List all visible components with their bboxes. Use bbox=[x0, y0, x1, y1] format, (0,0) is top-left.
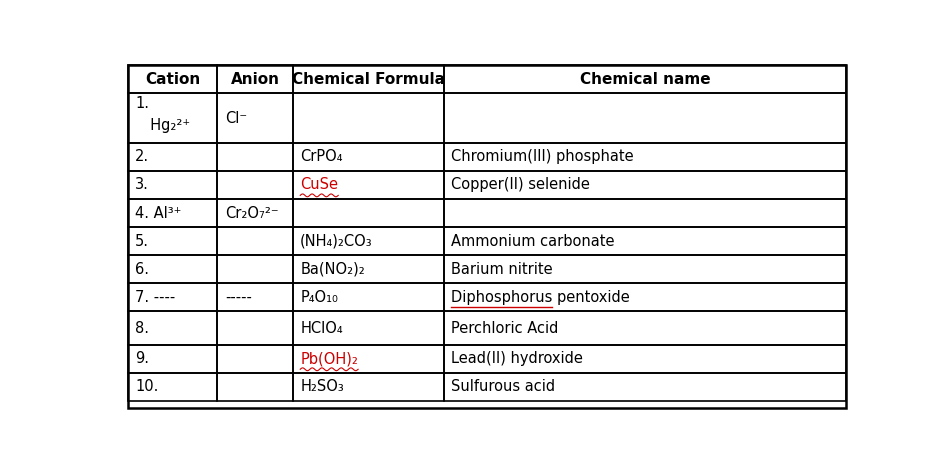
Text: (NH₄)₂CO₃: (NH₄)₂CO₃ bbox=[300, 234, 372, 249]
Text: 4. Al³⁺: 4. Al³⁺ bbox=[135, 205, 181, 220]
Text: Lead(II) hydroxide: Lead(II) hydroxide bbox=[451, 351, 583, 366]
Text: 8.: 8. bbox=[135, 321, 149, 336]
Bar bbox=[127, 143, 218, 171]
Text: Ammonium carbonate: Ammonium carbonate bbox=[451, 234, 615, 249]
Bar bbox=[444, 171, 846, 199]
Text: Chemical Formula: Chemical Formula bbox=[292, 72, 445, 87]
Bar bbox=[444, 93, 846, 143]
Bar bbox=[218, 255, 293, 283]
Bar bbox=[293, 171, 444, 199]
Text: Barium nitrite: Barium nitrite bbox=[451, 262, 553, 277]
Text: Sulfurous acid: Sulfurous acid bbox=[451, 380, 555, 395]
Text: 3.: 3. bbox=[135, 177, 149, 192]
Bar bbox=[444, 199, 846, 227]
Bar bbox=[293, 143, 444, 171]
Bar bbox=[127, 93, 218, 143]
Bar bbox=[293, 65, 444, 93]
Text: 1.: 1. bbox=[135, 95, 149, 110]
Bar bbox=[218, 373, 293, 401]
Bar bbox=[218, 199, 293, 227]
Bar bbox=[127, 227, 218, 255]
Bar bbox=[444, 311, 846, 345]
Text: Anion: Anion bbox=[231, 72, 279, 87]
Bar bbox=[127, 171, 218, 199]
Text: Cation: Cation bbox=[144, 72, 200, 87]
Bar bbox=[127, 199, 218, 227]
Text: Hg₂²⁺: Hg₂²⁺ bbox=[141, 118, 190, 133]
Text: 9.: 9. bbox=[135, 351, 149, 366]
Bar bbox=[218, 93, 293, 143]
Bar bbox=[293, 373, 444, 401]
Bar bbox=[293, 345, 444, 373]
Text: CrPO₄: CrPO₄ bbox=[300, 149, 343, 164]
Text: Chromium(III) phosphate: Chromium(III) phosphate bbox=[451, 149, 634, 164]
Bar bbox=[293, 283, 444, 311]
Bar bbox=[218, 171, 293, 199]
Bar bbox=[444, 255, 846, 283]
Bar bbox=[444, 143, 846, 171]
Bar bbox=[444, 345, 846, 373]
Text: Copper(II) selenide: Copper(II) selenide bbox=[451, 177, 590, 192]
Bar bbox=[127, 373, 218, 401]
Bar bbox=[218, 283, 293, 311]
Bar bbox=[444, 373, 846, 401]
Bar bbox=[293, 255, 444, 283]
Bar bbox=[293, 93, 444, 143]
Text: P₄O₁₀: P₄O₁₀ bbox=[300, 290, 338, 305]
Text: Cl⁻: Cl⁻ bbox=[225, 110, 247, 125]
Bar bbox=[293, 199, 444, 227]
Bar bbox=[218, 345, 293, 373]
Text: HClO₄: HClO₄ bbox=[300, 321, 343, 336]
Text: -----: ----- bbox=[225, 290, 252, 305]
Text: 7. ----: 7. ---- bbox=[135, 290, 175, 305]
Text: 2.: 2. bbox=[135, 149, 149, 164]
Text: Ba(NO₂)₂: Ba(NO₂)₂ bbox=[300, 262, 365, 277]
Text: H₂SO₃: H₂SO₃ bbox=[300, 380, 344, 395]
Bar bbox=[293, 311, 444, 345]
Text: Diphosphorus pentoxide: Diphosphorus pentoxide bbox=[451, 290, 630, 305]
Bar bbox=[293, 227, 444, 255]
Bar bbox=[218, 311, 293, 345]
Text: 6.: 6. bbox=[135, 262, 149, 277]
Bar bbox=[218, 65, 293, 93]
Text: 5.: 5. bbox=[135, 234, 149, 249]
Text: Cr₂O₇²⁻: Cr₂O₇²⁻ bbox=[225, 205, 278, 220]
Bar bbox=[127, 345, 218, 373]
Bar bbox=[127, 65, 218, 93]
Bar bbox=[444, 283, 846, 311]
Bar bbox=[127, 283, 218, 311]
Bar bbox=[127, 255, 218, 283]
Text: CuSe: CuSe bbox=[300, 177, 338, 192]
Bar bbox=[444, 65, 846, 93]
Text: 10.: 10. bbox=[135, 380, 159, 395]
Text: Perchloric Acid: Perchloric Acid bbox=[451, 321, 559, 336]
Bar bbox=[444, 227, 846, 255]
Bar bbox=[127, 311, 218, 345]
Bar bbox=[218, 227, 293, 255]
Bar bbox=[218, 143, 293, 171]
Text: Chemical name: Chemical name bbox=[580, 72, 711, 87]
Text: Pb(OH)₂: Pb(OH)₂ bbox=[300, 351, 358, 366]
